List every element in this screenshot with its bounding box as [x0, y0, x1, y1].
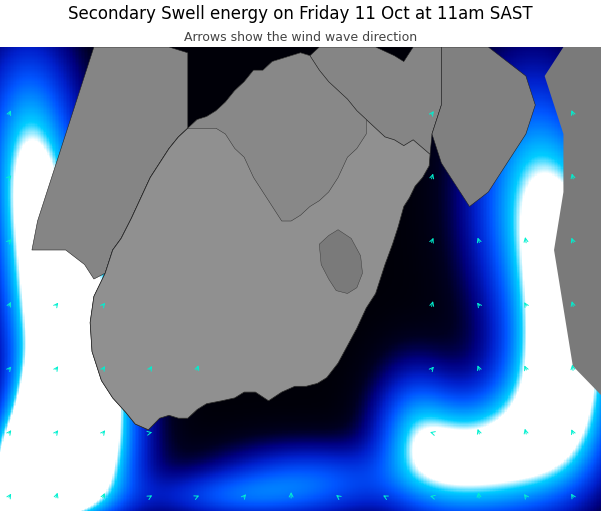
Polygon shape: [545, 47, 601, 395]
Polygon shape: [90, 53, 430, 430]
Polygon shape: [188, 53, 366, 221]
Text: Arrows show the wind wave direction: Arrows show the wind wave direction: [184, 31, 417, 44]
Polygon shape: [32, 47, 188, 279]
Polygon shape: [432, 47, 535, 206]
Polygon shape: [90, 47, 441, 430]
Polygon shape: [319, 230, 362, 293]
Text: Secondary Swell energy on Friday 11 Oct at 11am SAST: Secondary Swell energy on Friday 11 Oct …: [68, 5, 533, 23]
